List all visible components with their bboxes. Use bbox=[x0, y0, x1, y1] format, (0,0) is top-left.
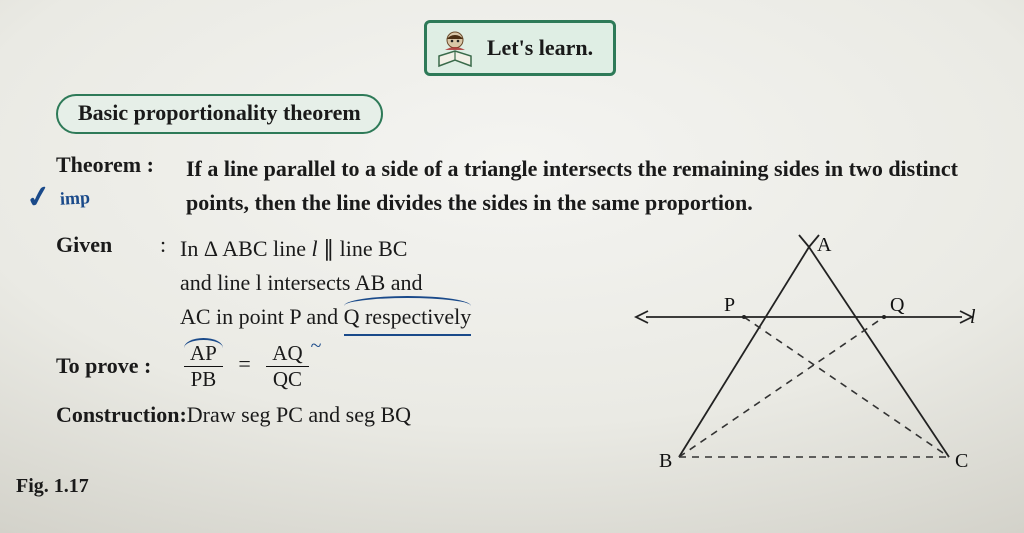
frac-ap-pb: AP PB bbox=[184, 342, 223, 389]
construction-block: Construction: Draw seg PC and seg BQ bbox=[56, 402, 604, 428]
figure-caption: Fig. 1.17 bbox=[16, 475, 944, 498]
construction-text: Draw seg PC and seg BQ bbox=[187, 402, 411, 428]
given-line1-pre: In Δ ABC line bbox=[180, 236, 311, 261]
given-line3-pre: AC in point P and bbox=[180, 304, 344, 329]
svg-text:A: A bbox=[817, 234, 832, 256]
theorem-label: Theorem : ✓ imp bbox=[56, 152, 186, 220]
given-colon: : bbox=[160, 232, 180, 334]
given-line2: and line l intersects AB and bbox=[180, 270, 423, 295]
toprove-block: To prove : AP PB = AQ QC bbox=[56, 342, 604, 389]
banner-row: Let's learn. bbox=[56, 20, 984, 76]
frac2-den: QC bbox=[267, 367, 308, 390]
reader-icon bbox=[433, 26, 477, 70]
frac1-den: PB bbox=[185, 367, 223, 390]
given-label: Given bbox=[56, 232, 160, 334]
svg-text:l: l bbox=[970, 306, 976, 328]
lower-region: Given : In Δ ABC line l ∥ line BC and li… bbox=[56, 232, 984, 477]
given-line3-arc: Q respectively bbox=[344, 300, 472, 334]
eq-sign: = bbox=[238, 351, 250, 376]
lower-left: Given : In Δ ABC line l ∥ line BC and li… bbox=[56, 232, 604, 477]
svg-text:P: P bbox=[724, 294, 735, 316]
given-block: Given : In Δ ABC line l ∥ line BC and li… bbox=[56, 232, 604, 334]
svg-text:C: C bbox=[955, 450, 968, 472]
svg-text:B: B bbox=[659, 450, 672, 472]
frac2-num: AQ bbox=[266, 342, 308, 366]
frac-aq-qc: AQ QC bbox=[266, 342, 308, 389]
theorem-label-text: Theorem : bbox=[56, 152, 154, 177]
theorem-block: Theorem : ✓ imp If a line parallel to a … bbox=[56, 152, 984, 220]
construction-label: Construction: bbox=[56, 402, 187, 428]
banner-label: Let's learn. bbox=[487, 35, 593, 61]
frac1-num: AP bbox=[184, 342, 223, 366]
annotation-checkmark: ✓ bbox=[24, 178, 54, 216]
triangle-figure: A B C P Ql bbox=[624, 232, 984, 472]
annotation-imp: imp bbox=[59, 187, 90, 210]
given-text: In Δ ABC line l ∥ line BC and line l int… bbox=[180, 232, 471, 334]
section-heading: Basic proportionality theorem bbox=[56, 94, 383, 134]
given-line1-mid: ∥ line BC bbox=[318, 236, 408, 261]
svg-text:Q: Q bbox=[890, 294, 905, 316]
toprove-label: To prove : bbox=[56, 353, 180, 379]
toprove-expr: AP PB = AQ QC bbox=[180, 342, 313, 389]
figure-region: A B C P Ql bbox=[624, 232, 984, 477]
theorem-text: If a line parallel to a side of a triang… bbox=[186, 152, 974, 220]
lets-learn-banner: Let's learn. bbox=[424, 20, 616, 76]
